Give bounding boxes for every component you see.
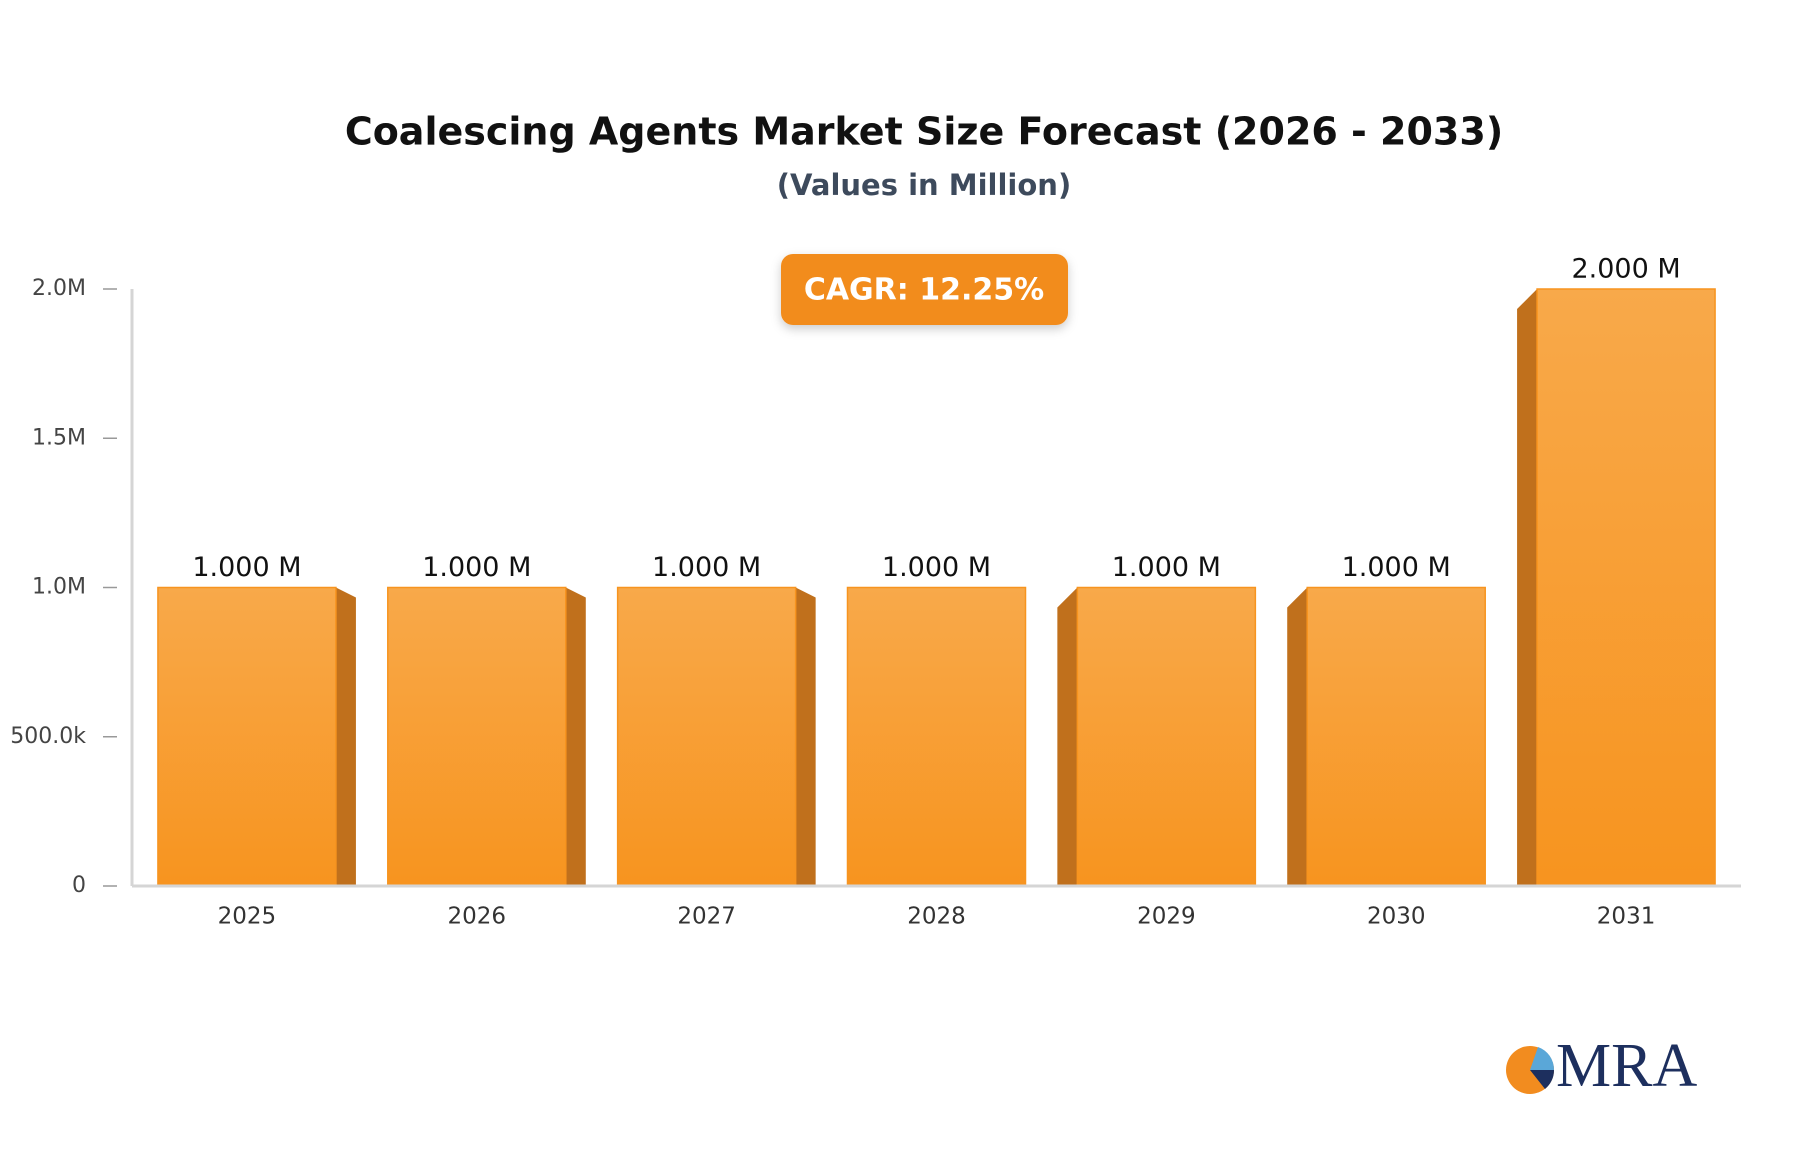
bar-side <box>335 587 356 886</box>
value-label: 1.000 M <box>422 552 531 583</box>
bar <box>616 586 797 887</box>
x-tick-label: 2030 <box>1367 904 1426 930</box>
bar-side <box>1057 587 1078 886</box>
bar <box>846 586 1027 887</box>
value-label: 1.000 M <box>652 552 761 583</box>
bar <box>1536 288 1716 887</box>
bar-side <box>795 587 816 886</box>
bar <box>1306 586 1486 887</box>
x-tick-label: 2029 <box>1137 904 1196 930</box>
y-tick-label: 2.0M <box>32 276 86 301</box>
y-tick-label: 1.0M <box>32 575 86 600</box>
cagr-badge <box>781 254 1068 325</box>
bar-side <box>565 587 586 886</box>
x-tick-label: 2025 <box>218 904 277 930</box>
bar-side <box>1287 587 1308 886</box>
logo: MRA <box>1506 1032 1697 1100</box>
cagr-label: CAGR: 12.25% <box>804 273 1044 308</box>
x-tick-label: 2028 <box>907 904 966 930</box>
bar-side <box>1517 289 1538 886</box>
value-label: 1.000 M <box>1342 552 1451 583</box>
logo-icon <box>1530 1070 1555 1089</box>
value-label: 1.000 M <box>882 552 991 583</box>
bar <box>157 586 337 887</box>
chart-subtitle: (Values in Million) <box>777 168 1071 202</box>
value-label: 2.000 M <box>1571 254 1680 285</box>
x-tick-label: 2027 <box>677 904 736 930</box>
logo-text: MRA <box>1556 1032 1697 1100</box>
y-tick-label: 0 <box>72 873 86 898</box>
y-tick-label: 500.0k <box>10 724 86 749</box>
logo-icon <box>1530 1047 1555 1070</box>
x-tick-label: 2031 <box>1597 904 1656 930</box>
chart-title: Coalescing Agents Market Size Forecast (… <box>345 110 1503 154</box>
y-tick-label: 1.5M <box>32 425 86 450</box>
x-tick-label: 2026 <box>448 904 507 930</box>
bar <box>387 586 567 887</box>
value-label: 1.000 M <box>1112 552 1221 583</box>
bar <box>1076 586 1257 887</box>
value-label: 1.000 M <box>192 552 301 583</box>
